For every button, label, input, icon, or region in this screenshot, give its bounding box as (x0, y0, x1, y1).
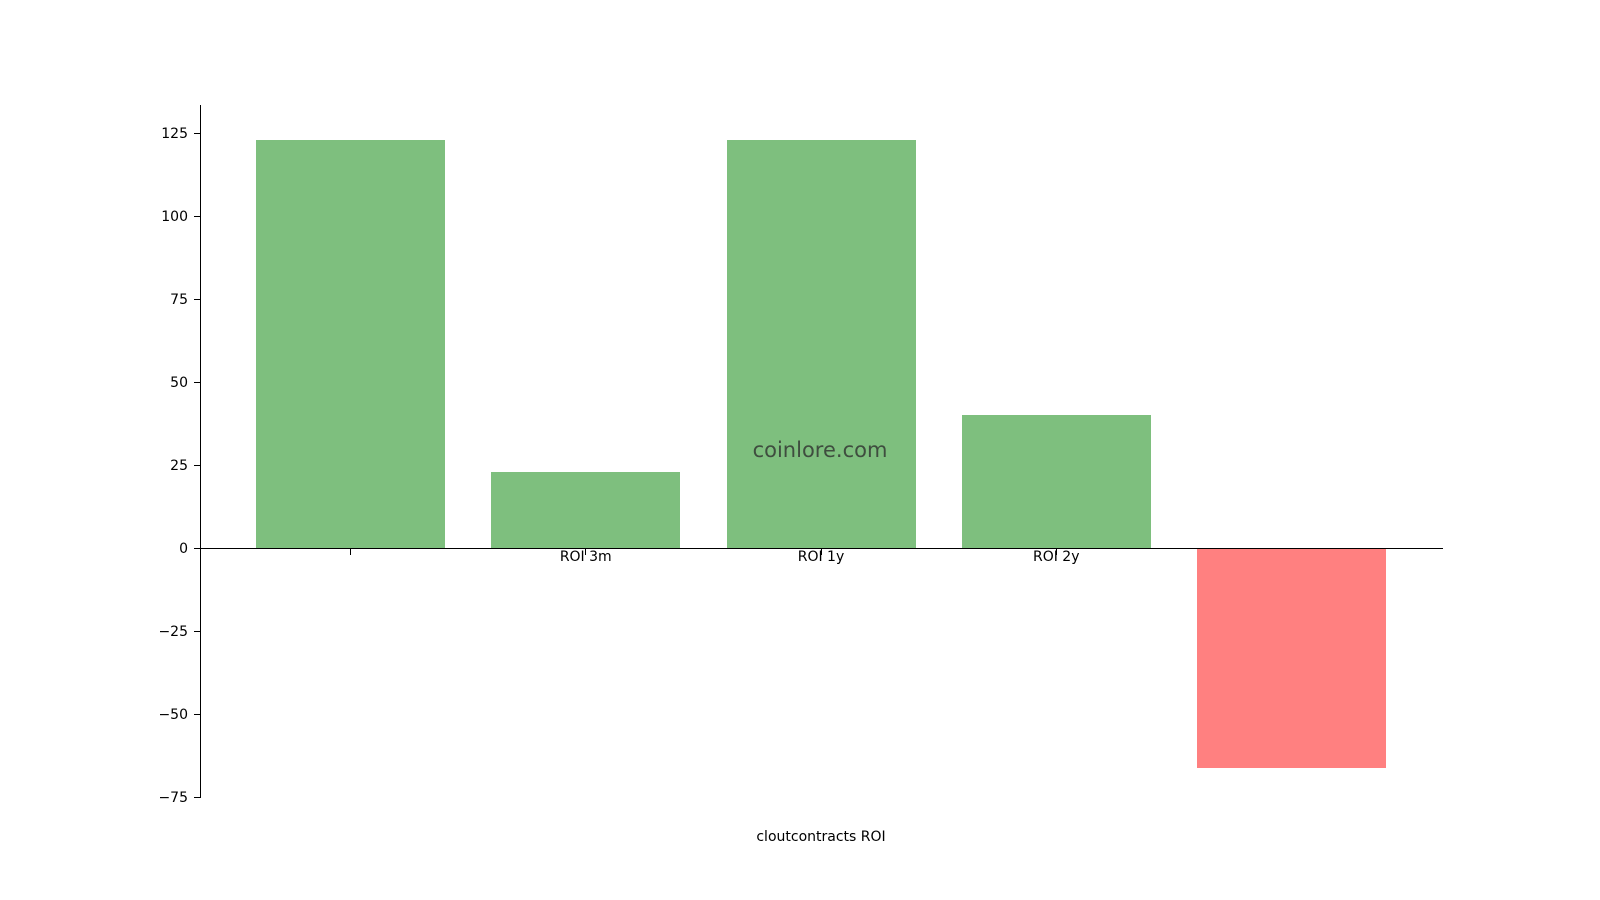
x-axis-line (200, 548, 1443, 549)
chart-title: cloutcontracts ROI (756, 829, 886, 845)
bar (491, 471, 681, 548)
x-tick-mark (585, 548, 587, 555)
y-tick-label: 0 (179, 540, 188, 557)
y-tick-label: 100 (161, 208, 188, 225)
y-tick-label: 125 (161, 125, 188, 142)
x-tick-mark (1055, 548, 1057, 555)
y-tick-mark (194, 465, 200, 466)
x-tick-label: ROI 2y (1032, 549, 1080, 565)
x-tick-label: ROI 3m (559, 549, 612, 565)
y-tick-label: 75 (170, 291, 188, 308)
bar (1197, 549, 1386, 769)
y-tick-mark (194, 382, 200, 383)
bar (726, 139, 916, 548)
y-axis-line (200, 105, 201, 798)
y-tick-mark (194, 299, 200, 300)
y-tick-mark (194, 714, 200, 715)
x-tick-label: ROI 1y (797, 549, 845, 565)
y-tick-mark (194, 548, 200, 549)
y-tick-mark (194, 797, 200, 798)
x-tick-mark (820, 548, 822, 555)
y-tick-label: −50 (158, 706, 188, 723)
y-tick-mark (194, 133, 200, 134)
y-tick-label: −25 (158, 623, 188, 640)
y-tick-label: 25 (170, 457, 188, 474)
bar (961, 415, 1151, 548)
y-tick-label: −75 (158, 789, 188, 806)
watermark: coinlore.com (752, 438, 888, 462)
y-tick-label: 50 (170, 374, 188, 391)
y-tick-mark (194, 631, 200, 632)
bar (256, 139, 445, 548)
y-tick-mark (194, 216, 200, 217)
x-tick-mark (350, 548, 351, 555)
